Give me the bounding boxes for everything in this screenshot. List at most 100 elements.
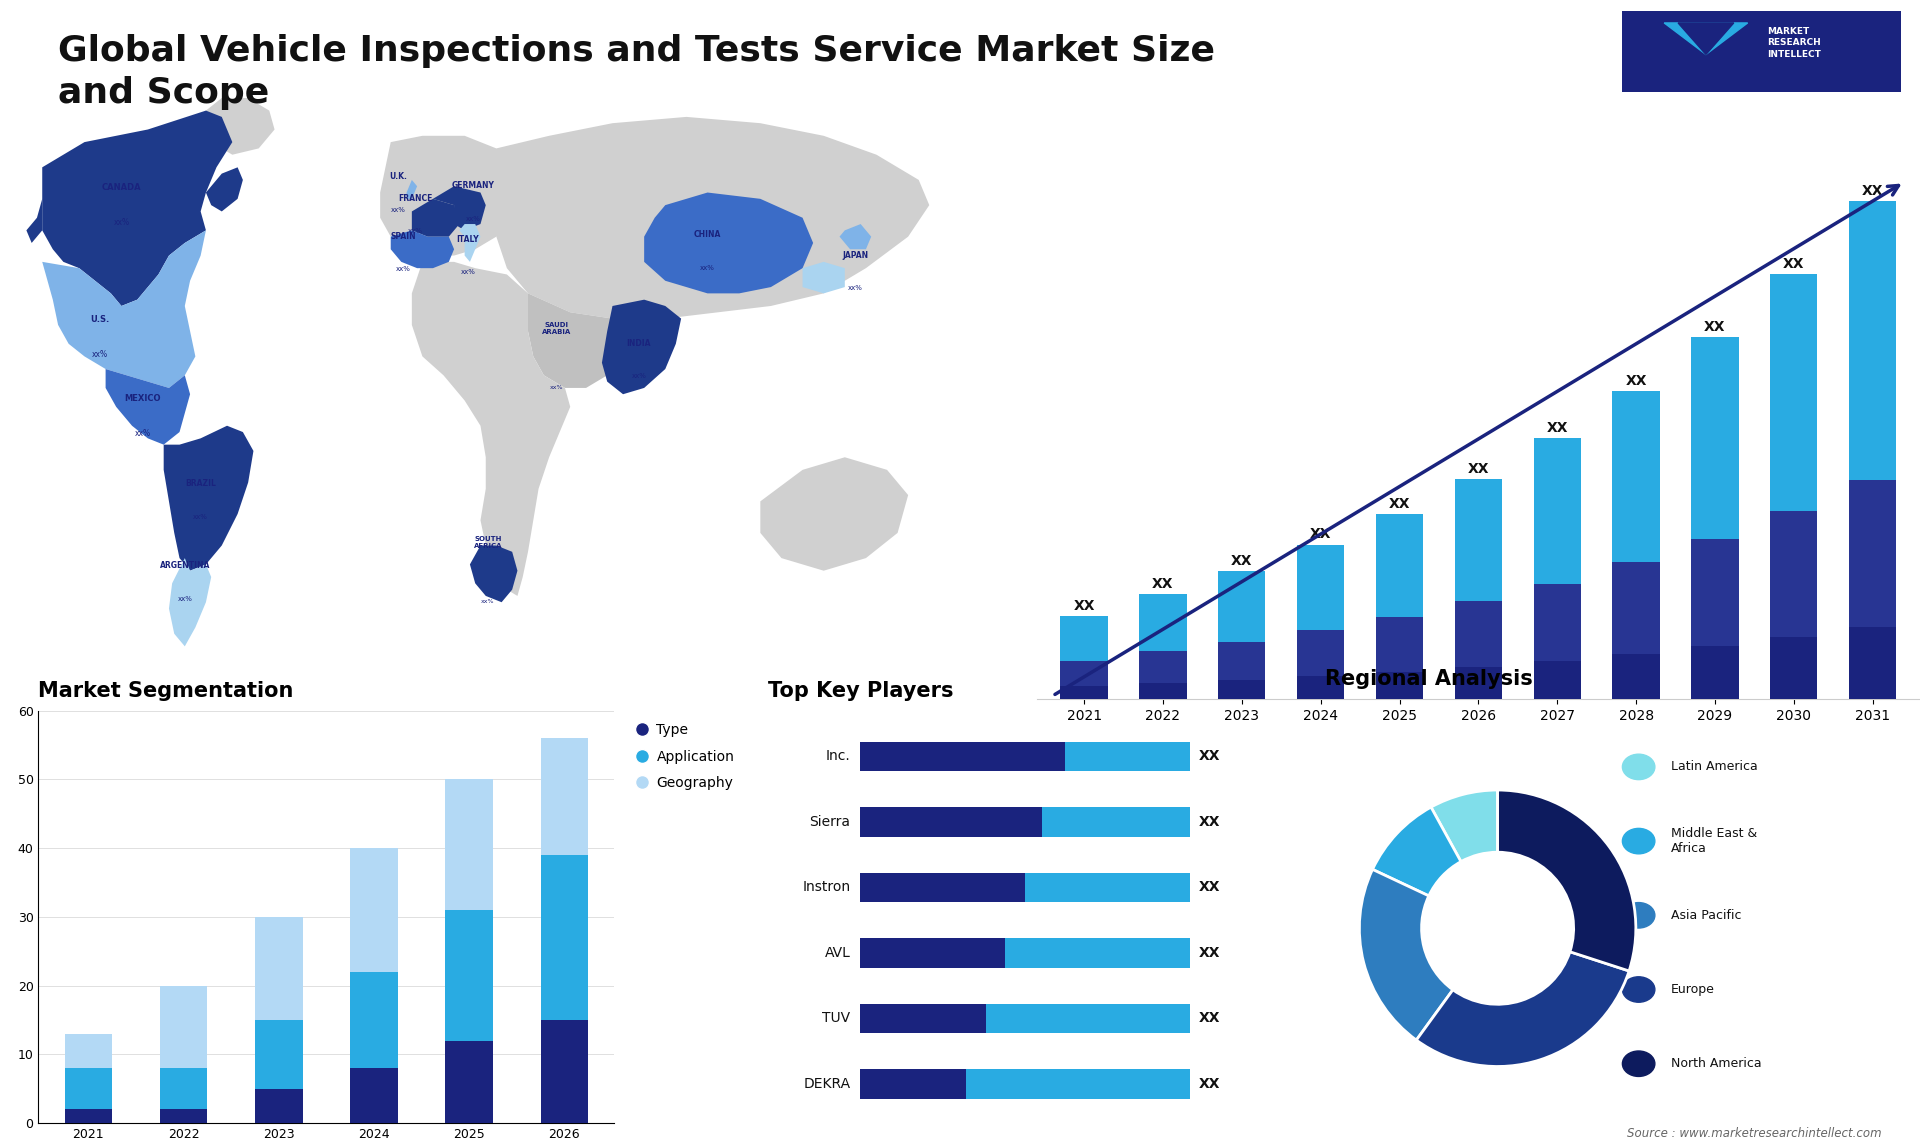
Polygon shape xyxy=(528,293,634,387)
Text: XX: XX xyxy=(1467,462,1490,477)
Text: U.K.: U.K. xyxy=(390,172,407,181)
Bar xyxy=(1455,667,1501,699)
Bar xyxy=(255,917,303,1020)
Bar xyxy=(860,1069,966,1099)
Text: SOUTH
AFRICA: SOUTH AFRICA xyxy=(474,536,503,549)
Bar xyxy=(966,1069,1190,1099)
Text: XX: XX xyxy=(1705,320,1726,333)
Text: xx%: xx% xyxy=(467,215,480,222)
Bar xyxy=(445,910,493,1041)
Text: TUV: TUV xyxy=(822,1011,851,1026)
Legend: Type, Application, Geography: Type, Application, Geography xyxy=(634,717,739,795)
Text: XX: XX xyxy=(1198,1077,1219,1091)
Text: FRANCE: FRANCE xyxy=(397,194,432,203)
Text: xx%: xx% xyxy=(407,228,422,235)
Text: AVL: AVL xyxy=(824,945,851,960)
Bar xyxy=(1043,807,1190,837)
Bar xyxy=(445,1041,493,1123)
Bar xyxy=(1692,539,1740,646)
Polygon shape xyxy=(169,558,211,646)
Bar xyxy=(1455,602,1501,667)
Text: XX: XX xyxy=(1862,185,1884,198)
Bar xyxy=(1455,479,1501,602)
Polygon shape xyxy=(380,136,528,256)
Text: SAUDI
ARABIA: SAUDI ARABIA xyxy=(541,322,570,335)
Polygon shape xyxy=(839,225,872,250)
FancyBboxPatch shape xyxy=(1617,8,1907,158)
Bar xyxy=(1849,627,1897,699)
Text: xx%: xx% xyxy=(482,599,495,604)
Bar xyxy=(1060,686,1108,699)
Text: DEKRA: DEKRA xyxy=(803,1077,851,1091)
Bar xyxy=(1692,646,1740,699)
Polygon shape xyxy=(603,300,682,394)
Circle shape xyxy=(1622,754,1655,779)
Bar xyxy=(1139,651,1187,683)
Bar xyxy=(1298,544,1344,630)
Bar xyxy=(985,1004,1190,1033)
Text: BRAZIL: BRAZIL xyxy=(184,479,217,488)
Bar xyxy=(159,986,207,1068)
Text: xx%: xx% xyxy=(632,374,647,379)
Bar xyxy=(541,738,588,855)
Text: xx%: xx% xyxy=(396,266,411,273)
Bar xyxy=(1025,872,1190,902)
Bar xyxy=(860,1004,985,1033)
Bar xyxy=(860,807,1043,837)
Text: Instron: Instron xyxy=(803,880,851,894)
Text: North America: North America xyxy=(1670,1058,1763,1070)
Text: XX: XX xyxy=(1198,880,1219,894)
Text: Global Vehicle Inspections and Tests Service Market Size
and Scope: Global Vehicle Inspections and Tests Ser… xyxy=(58,34,1215,110)
Text: xx%: xx% xyxy=(701,265,714,270)
Text: xx%: xx% xyxy=(461,269,476,275)
Bar xyxy=(1770,511,1818,637)
Text: ITALY: ITALY xyxy=(457,235,480,244)
Polygon shape xyxy=(106,369,190,445)
Bar xyxy=(1377,617,1423,672)
Bar xyxy=(1534,661,1580,699)
Text: XX: XX xyxy=(1626,374,1647,387)
Bar xyxy=(1613,563,1659,653)
Text: XX: XX xyxy=(1198,945,1219,960)
Polygon shape xyxy=(413,262,570,596)
Wedge shape xyxy=(1359,870,1453,1041)
Text: Inc.: Inc. xyxy=(826,749,851,763)
Bar xyxy=(65,1034,111,1068)
Bar xyxy=(1217,680,1265,699)
Bar xyxy=(255,1020,303,1089)
Text: xx%: xx% xyxy=(113,218,129,227)
Text: xx%: xx% xyxy=(849,285,862,291)
Polygon shape xyxy=(392,230,453,268)
Polygon shape xyxy=(470,545,516,603)
Bar xyxy=(1066,741,1190,771)
Text: ARGENTINA: ARGENTINA xyxy=(159,562,209,571)
Text: xx%: xx% xyxy=(92,351,108,359)
Text: XX: XX xyxy=(1388,496,1411,511)
Polygon shape xyxy=(27,199,42,243)
Bar xyxy=(1217,642,1265,680)
Bar xyxy=(1849,202,1897,480)
Text: MARKET
RESEARCH
INTELLECT: MARKET RESEARCH INTELLECT xyxy=(1766,26,1820,60)
Bar xyxy=(1770,274,1818,511)
Polygon shape xyxy=(407,180,417,199)
Text: Sierra: Sierra xyxy=(810,815,851,829)
Polygon shape xyxy=(205,99,275,155)
Bar xyxy=(349,972,397,1068)
Circle shape xyxy=(1622,1051,1655,1076)
Bar xyxy=(65,1109,111,1123)
Bar xyxy=(1298,676,1344,699)
Bar xyxy=(860,872,1025,902)
Bar xyxy=(1139,594,1187,651)
Bar xyxy=(1849,480,1897,627)
Wedge shape xyxy=(1498,790,1636,971)
Bar xyxy=(445,779,493,910)
Bar xyxy=(1006,939,1190,967)
Text: U.S.: U.S. xyxy=(90,315,109,324)
Bar xyxy=(1377,513,1423,617)
Bar xyxy=(1217,572,1265,642)
Polygon shape xyxy=(413,199,459,237)
Text: MEXICO: MEXICO xyxy=(125,394,161,403)
Text: XX: XX xyxy=(1198,749,1219,763)
Text: SPAIN: SPAIN xyxy=(390,231,417,241)
Bar xyxy=(1377,672,1423,699)
